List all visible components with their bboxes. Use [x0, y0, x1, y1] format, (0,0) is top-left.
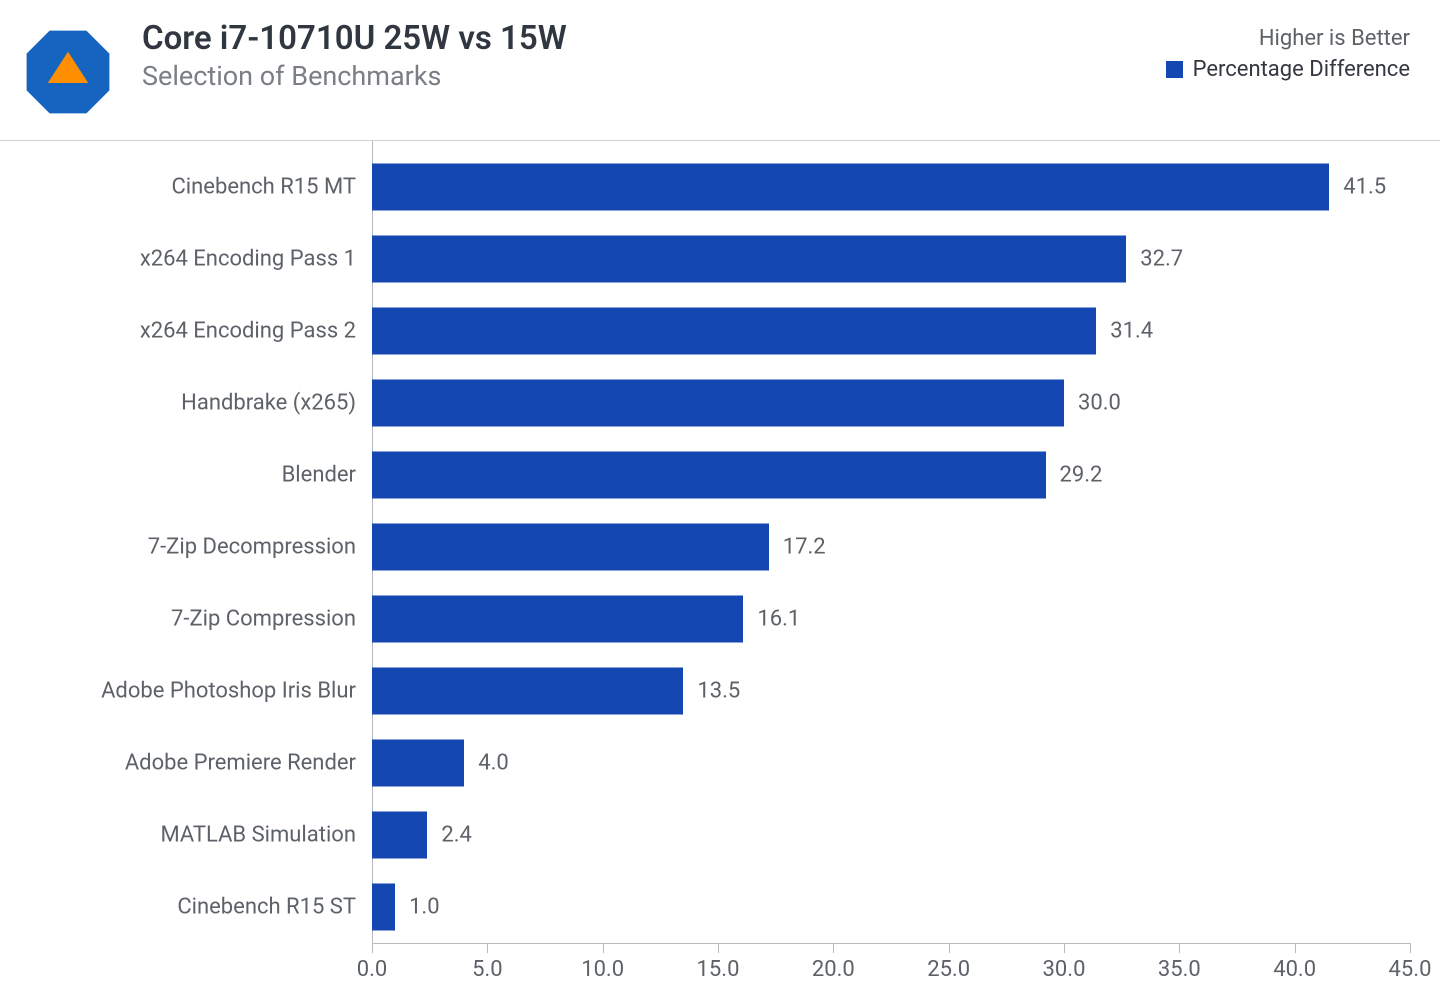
- bar-value-label: 16.1: [757, 607, 800, 632]
- bar-value-label: 1.0: [409, 895, 440, 920]
- y-axis-label: Blender: [282, 463, 356, 488]
- x-tick-mark: [718, 943, 719, 953]
- plot-inner: Cinebench R15 MT 41.5 x264 Encoding Pass 1…: [0, 141, 1440, 1000]
- x-tick-label: 35.0: [1158, 957, 1201, 982]
- x-axis-line: [372, 943, 1410, 944]
- x-tick-mark: [487, 943, 488, 953]
- y-axis-label: MATLAB Simulation: [161, 823, 356, 848]
- x-tick-label: 40.0: [1273, 957, 1316, 982]
- y-axis-label: Cinebench R15 MT: [171, 175, 356, 200]
- legend: Higher is Better Percentage Difference: [1166, 26, 1410, 82]
- chart-title: Core i7-10710U 25W vs 15W: [142, 20, 1166, 58]
- legend-item: Percentage Difference: [1166, 57, 1410, 82]
- bar: [372, 236, 1126, 283]
- x-tick-mark: [949, 943, 950, 953]
- bar: [372, 668, 683, 715]
- logo-icon: [22, 26, 114, 118]
- bar-value-label: 2.4: [441, 823, 472, 848]
- bar: [372, 884, 395, 931]
- bar-value-label: 4.0: [478, 751, 509, 776]
- x-tick-mark: [1295, 943, 1296, 953]
- bar: [372, 596, 743, 643]
- bar: [372, 812, 427, 859]
- legend-label: Percentage Difference: [1193, 57, 1410, 82]
- bar: [372, 740, 464, 787]
- legend-note: Higher is Better: [1166, 26, 1410, 51]
- chart-container: Core i7-10710U 25W vs 15W Selection of B…: [0, 0, 1440, 1000]
- y-axis-label: Handbrake (x265): [181, 391, 356, 416]
- x-tick-label: 20.0: [812, 957, 855, 982]
- x-tick-mark: [1179, 943, 1180, 953]
- chart-subtitle: Selection of Benchmarks: [142, 60, 1166, 94]
- y-axis-label: 7-Zip Decompression: [148, 535, 356, 560]
- y-axis-label: Adobe Photoshop Iris Blur: [101, 679, 356, 704]
- x-tick-mark: [1410, 943, 1411, 953]
- x-tick-label: 25.0: [927, 957, 970, 982]
- site-logo: [22, 26, 114, 122]
- x-tick-label: 15.0: [697, 957, 740, 982]
- title-block: Core i7-10710U 25W vs 15W Selection of B…: [142, 20, 1166, 94]
- x-tick-mark: [372, 943, 373, 953]
- plot-area: Cinebench R15 MT 41.5 x264 Encoding Pass 1…: [0, 140, 1440, 1000]
- y-axis-label: x264 Encoding Pass 1: [140, 247, 356, 272]
- y-axis-label: 7-Zip Compression: [171, 607, 356, 632]
- bar-value-label: 13.5: [697, 679, 740, 704]
- x-tick-mark: [603, 943, 604, 953]
- bar: [372, 308, 1096, 355]
- bar: [372, 380, 1064, 427]
- x-tick-label: 10.0: [581, 957, 624, 982]
- x-tick-mark: [833, 943, 834, 953]
- bar-value-label: 41.5: [1343, 175, 1386, 200]
- bar-value-label: 17.2: [783, 535, 826, 560]
- y-axis-label: Cinebench R15 ST: [177, 895, 356, 920]
- bar-value-label: 32.7: [1140, 247, 1183, 272]
- chart-header: Core i7-10710U 25W vs 15W Selection of B…: [0, 0, 1440, 140]
- y-axis-label: Adobe Premiere Render: [125, 751, 356, 776]
- x-tick-mark: [1064, 943, 1065, 953]
- x-tick-label: 5.0: [472, 957, 503, 982]
- x-tick-label: 0.0: [357, 957, 388, 982]
- bar-value-label: 29.2: [1060, 463, 1103, 488]
- bar: [372, 452, 1046, 499]
- bar: [372, 164, 1329, 211]
- bar-value-label: 31.4: [1110, 319, 1153, 344]
- bar-value-label: 30.0: [1078, 391, 1121, 416]
- bar: [372, 524, 769, 571]
- y-axis-label: x264 Encoding Pass 2: [140, 319, 356, 344]
- x-tick-label: 30.0: [1043, 957, 1086, 982]
- legend-swatch: [1166, 61, 1183, 78]
- x-tick-label: 45.0: [1389, 957, 1432, 982]
